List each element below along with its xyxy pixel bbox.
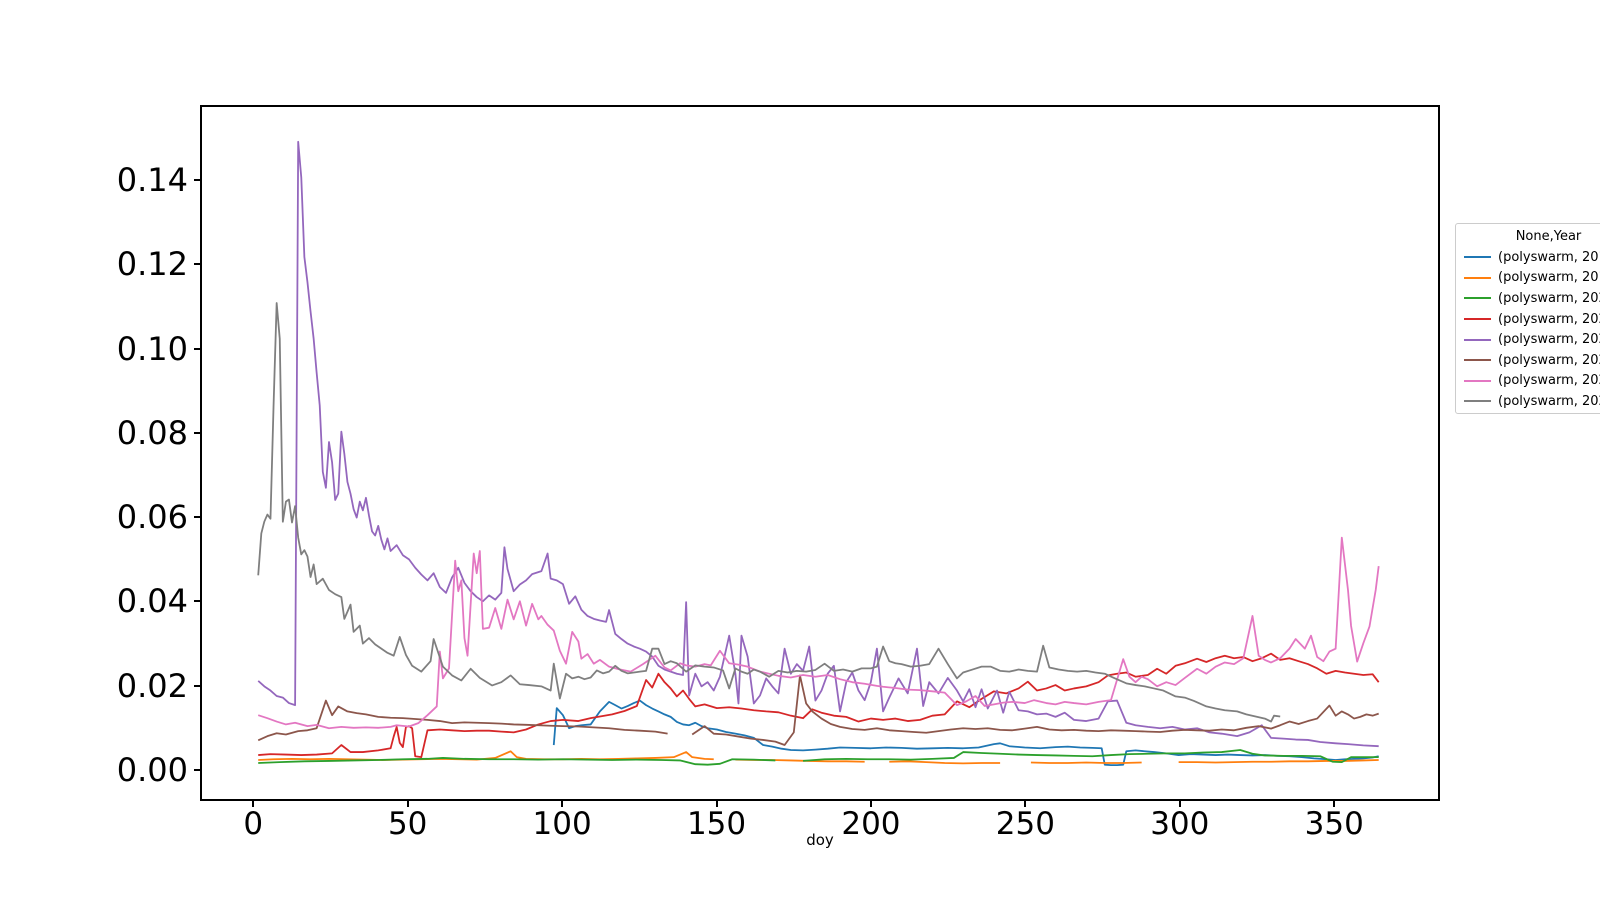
legend-label-2025: (polyswarm, 2025) bbox=[1498, 393, 1600, 409]
y-tick-label-0.06: 0.06 bbox=[116, 498, 188, 537]
legend-line-swatch-2019 bbox=[1464, 276, 1491, 279]
y-tick-label-0.14: 0.14 bbox=[116, 160, 188, 199]
y-tick-label-0.10: 0.10 bbox=[116, 329, 188, 368]
series-line-2018 bbox=[552, 699, 1379, 766]
legend-item-2020: (polyswarm, 2020) bbox=[1464, 288, 1600, 309]
series-line-2024 bbox=[257, 536, 1380, 730]
x-tick-mark bbox=[869, 801, 872, 807]
y-tick-label-0.08: 0.08 bbox=[116, 413, 188, 452]
legend-label-2019: (polyswarm, 2019) bbox=[1498, 270, 1600, 286]
y-tick-label-0.12: 0.12 bbox=[116, 245, 188, 284]
legend-rows: (polyswarm, 2018) (polyswarm, 2019) (polys… bbox=[1464, 247, 1600, 412]
x-tick-label-250: 250 bbox=[995, 806, 1055, 842]
series-line-2019 bbox=[1178, 759, 1379, 764]
chart-lines bbox=[257, 140, 1380, 766]
x-tick-mark bbox=[1024, 801, 1027, 807]
legend-item-2019: (polyswarm, 2019) bbox=[1464, 268, 1600, 289]
legend-label-2023: (polyswarm, 2023) bbox=[1498, 352, 1600, 368]
legend-title: None,Year bbox=[1515, 229, 1582, 244]
y-tick-label-0.02: 0.02 bbox=[116, 666, 188, 705]
legend: None,Year (polyswarm, 2018)(polyswarm, 2… bbox=[1455, 223, 1600, 414]
x-axis-title: doy bbox=[806, 831, 834, 849]
x-tick-label-0: 0 bbox=[243, 806, 264, 842]
x-tick-label-150: 150 bbox=[686, 806, 747, 842]
x-tick-mark bbox=[406, 801, 409, 807]
x-tick-label-300: 300 bbox=[1150, 806, 1210, 842]
y-tick-mark bbox=[194, 768, 200, 771]
y-tick-label-0.04: 0.04 bbox=[116, 582, 188, 621]
series-line-2020 bbox=[802, 749, 1379, 764]
x-tick-mark bbox=[1178, 801, 1181, 807]
legend-label-2024: (polyswarm, 2024) bbox=[1498, 373, 1600, 389]
legend-line-swatch-2024 bbox=[1464, 379, 1491, 382]
plot-area: None,Year (polyswarm, 2018)(polyswarm, 2… bbox=[200, 105, 1600, 801]
legend-line-swatch-2020 bbox=[1464, 297, 1491, 300]
legend-item-2024: (polyswarm, 2024) bbox=[1464, 371, 1600, 392]
x-tick-label-350: 350 bbox=[1304, 806, 1364, 842]
series-line-2019 bbox=[258, 750, 714, 761]
y-tick-mark bbox=[194, 516, 200, 519]
x-tick-label-50: 50 bbox=[387, 806, 428, 842]
series-line-2023 bbox=[257, 699, 668, 742]
legend-label-2018: (polyswarm, 2018) bbox=[1498, 249, 1600, 265]
x-tick-mark bbox=[715, 801, 718, 807]
legend-item-2025: (polyswarm, 2025) bbox=[1464, 391, 1600, 412]
legend-label-2022: (polyswarm, 2022) bbox=[1498, 332, 1600, 348]
y-tick-mark bbox=[194, 263, 200, 266]
x-tick-mark bbox=[252, 801, 255, 807]
y-tick-mark bbox=[194, 600, 200, 603]
legend-line-swatch-2021 bbox=[1464, 318, 1491, 321]
legend-item-2022: (polyswarm, 2022) bbox=[1464, 329, 1600, 350]
series-line-2021 bbox=[258, 652, 1380, 759]
y-tick-label-0.00: 0.00 bbox=[116, 750, 188, 789]
y-tick-mark bbox=[194, 431, 200, 434]
series-line-2019 bbox=[889, 760, 1001, 765]
legend-item-2023: (polyswarm, 2023) bbox=[1464, 350, 1600, 371]
y-tick-mark bbox=[194, 684, 200, 687]
legend-item-2018: (polyswarm, 2018) bbox=[1464, 247, 1600, 268]
y-tick-mark bbox=[194, 178, 200, 181]
series-line-2022 bbox=[257, 140, 1379, 748]
legend-label-2021: (polyswarm, 2021) bbox=[1498, 311, 1600, 327]
x-tick-label-200: 200 bbox=[841, 806, 901, 842]
legend-item-2021: (polyswarm, 2021) bbox=[1464, 309, 1600, 330]
legend-label-2020: (polyswarm, 2020) bbox=[1498, 290, 1600, 306]
legend-line-swatch-2018 bbox=[1464, 256, 1491, 259]
x-tick-mark bbox=[561, 801, 564, 807]
legend-line-swatch-2022 bbox=[1464, 338, 1491, 341]
x-tick-mark bbox=[1333, 801, 1336, 807]
series-line-2020 bbox=[258, 757, 776, 766]
x-tick-label-100: 100 bbox=[532, 806, 592, 842]
series-line-2025 bbox=[257, 302, 1281, 723]
legend-line-swatch-2025 bbox=[1464, 400, 1491, 403]
series-line-2023 bbox=[691, 674, 1379, 746]
legend-line-swatch-2023 bbox=[1464, 359, 1491, 362]
y-tick-mark bbox=[194, 347, 200, 350]
